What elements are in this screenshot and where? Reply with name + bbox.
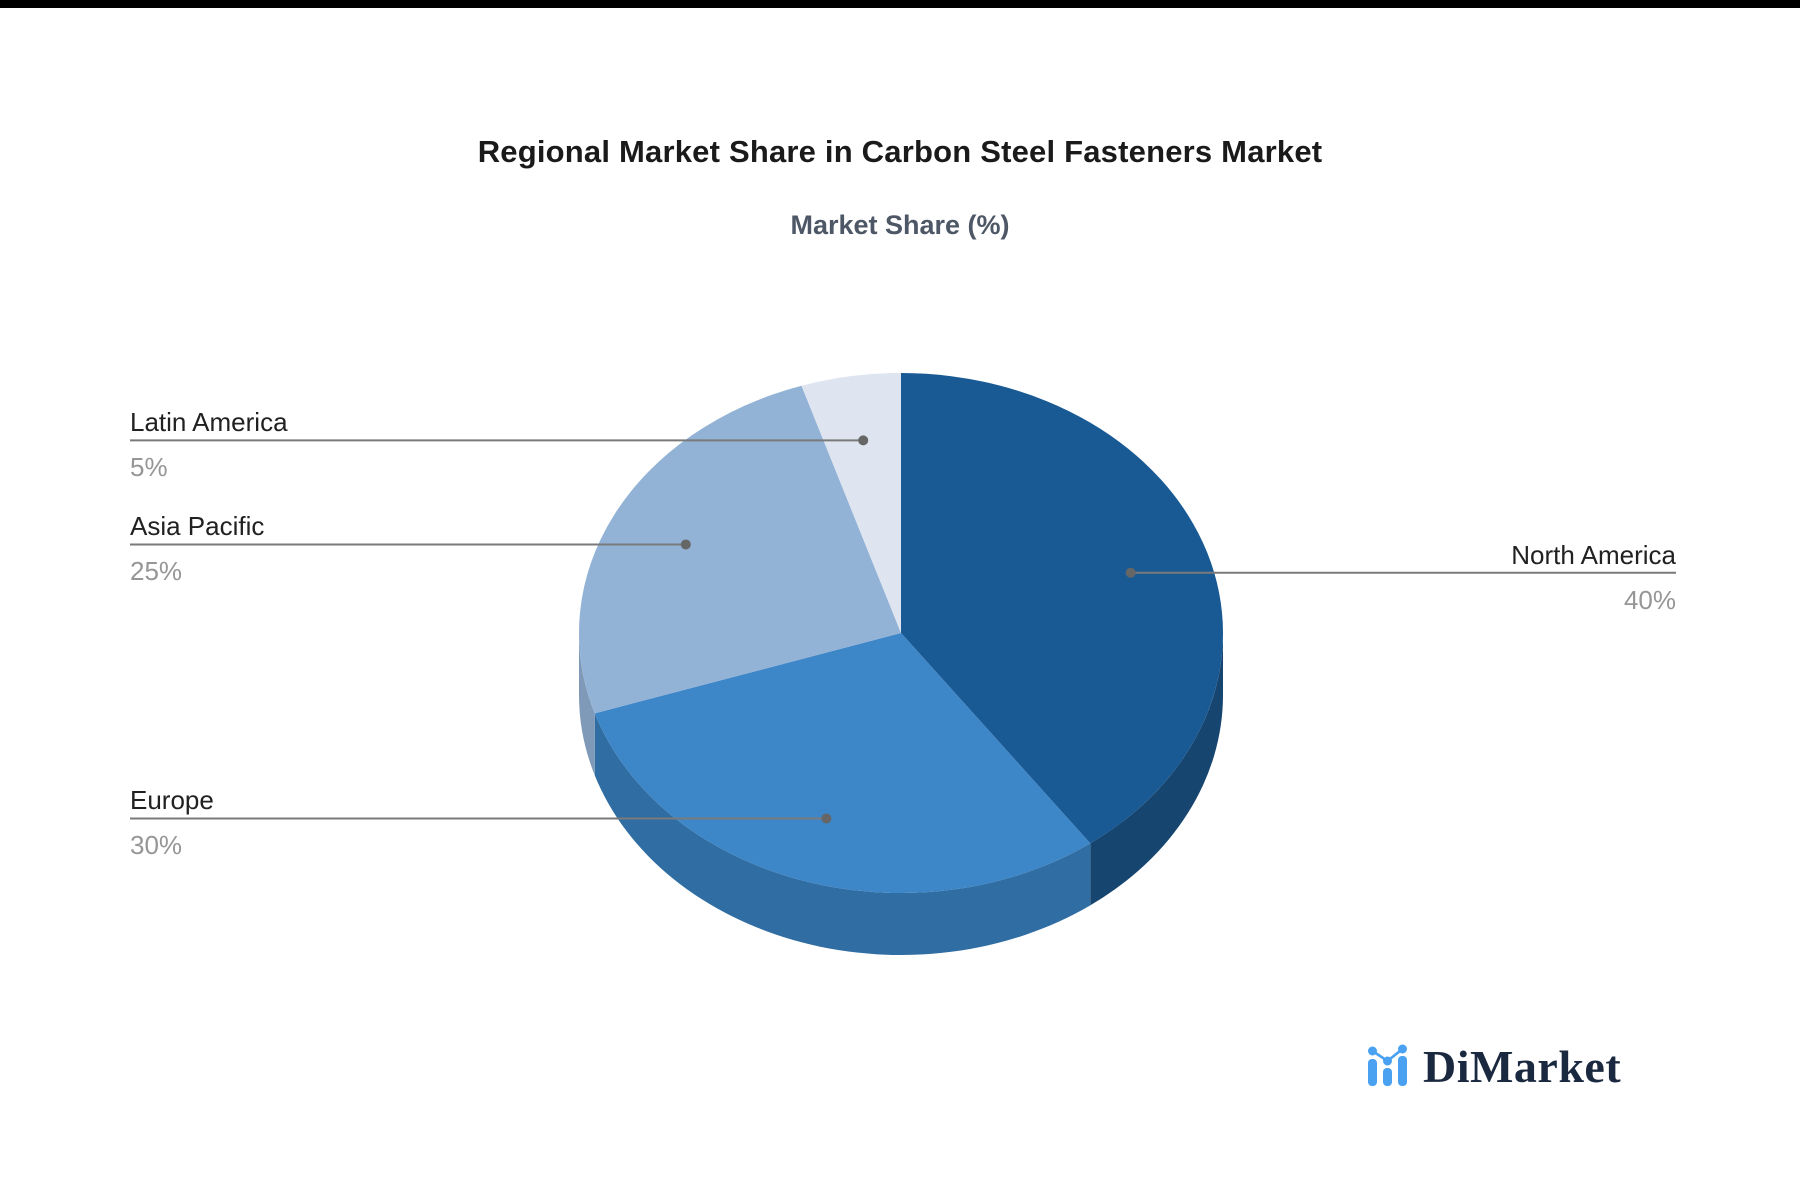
pie-slice-side-asia-pacific — [579, 633, 595, 776]
chart-subtitle: Market Share (%) — [790, 210, 1010, 240]
slice-label-north-america: North America 40% — [1511, 537, 1676, 615]
pie-slice-europe[interactable] — [594, 633, 1091, 893]
leader-dot-north-america — [1125, 567, 1136, 578]
slice-label-name: Europe — [130, 785, 214, 815]
pie-slice-north-america[interactable] — [901, 373, 1223, 844]
chart-title: Regional Market Share in Carbon Steel Fa… — [477, 134, 1323, 169]
top-black-bar — [0, 0, 1800, 8]
slice-label-percent: 25% — [130, 556, 183, 586]
slice-label-percent: 40% — [1623, 585, 1676, 615]
pie-slice-side-north-america — [1090, 633, 1223, 906]
pie-slice-latin-america[interactable] — [801, 373, 901, 633]
pie-slice-side-europe — [594, 713, 1091, 955]
slice-label-percent: 5% — [130, 452, 168, 482]
dimarket-logo-icon — [1368, 1044, 1407, 1086]
pie-slice-asia-pacific[interactable] — [579, 385, 901, 714]
logo-bar — [1368, 1059, 1377, 1086]
logo-dot — [1368, 1046, 1377, 1056]
dimarket-logo-text: DiMarket — [1423, 1041, 1622, 1092]
slice-label-latin-america: Latin America 5% — [130, 404, 288, 482]
dimarket-logo: DiMarket — [1366, 1041, 1622, 1092]
slice-label-name: Asia Pacific — [130, 511, 265, 541]
slice-label-name: Latin America — [130, 407, 288, 437]
slice-label-name: North America — [1511, 540, 1676, 570]
leader-dot-europe — [821, 813, 832, 824]
leader-dot-latin-america — [858, 435, 869, 446]
logo-bar — [1398, 1056, 1407, 1086]
slice-label-asia-pacific: Asia Pacific 25% — [130, 508, 264, 586]
slice-label-europe: Europe 30% — [130, 782, 214, 860]
slice-label-percent: 30% — [130, 830, 183, 860]
logo-bar — [1383, 1068, 1392, 1086]
logo-dot — [1383, 1056, 1392, 1066]
logo-dot — [1398, 1044, 1407, 1054]
leader-dot-asia-pacific — [680, 539, 691, 550]
